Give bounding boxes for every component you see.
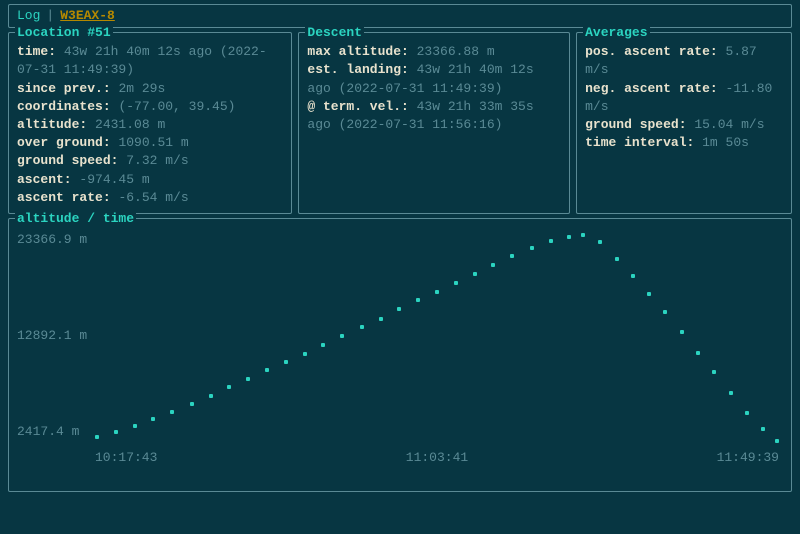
info-row: Location #51 time: 43w 21h 40m 12s ago (… [8,32,792,214]
chart-plot-area [95,233,779,443]
averages-panel: Averages pos. ascent rate: 5.87 m/s neg.… [576,32,792,214]
chart-point [151,417,155,421]
chart-point [416,298,420,302]
chart-point [473,272,477,276]
chart-point [745,411,749,415]
avg-ground-speed: ground speed: 15.04 m/s [585,116,783,134]
avg-time-interval: time interval: 1m 50s [585,134,783,152]
chart-point [246,377,250,381]
chart-point [510,254,514,258]
descent-max-altitude: max altitude: 23366.88 m [307,43,561,61]
chart-point [567,235,571,239]
descent-est-landing: est. landing: 43w 21h 40m 12s ago (2022-… [307,61,561,97]
descent-term-vel: @ term. vel.: 43w 21h 33m 35s ago (2022-… [307,98,561,134]
chart-point [227,385,231,389]
chart-point [775,439,779,443]
chart-xticks: 10:17:43 11:03:41 11:49:39 [95,449,779,467]
chart-point [209,394,213,398]
chart-point [190,402,194,406]
location-panel: Location #51 time: 43w 21h 40m 12s ago (… [8,32,292,214]
chart-point [265,368,269,372]
chart-point [729,391,733,395]
chart-point [170,410,174,414]
chart-point [549,239,553,243]
chart-point [530,246,534,250]
tab-separator: | [46,7,54,25]
location-since-prev: since prev.: 2m 29s [17,80,283,98]
descent-panel: Descent max altitude: 23366.88 m est. la… [298,32,570,214]
chart-point [663,310,667,314]
chart-title: altitude / time [15,210,136,228]
chart-point [397,307,401,311]
chart-point [454,281,458,285]
chart-ytick-2: 2417.4 m [17,423,93,441]
chart-point [712,370,716,374]
chart-point [435,290,439,294]
chart-point [321,343,325,347]
chart-point [95,435,99,439]
tab-bar: Log | W3EAX-8 [8,4,792,28]
chart-point [761,427,765,431]
location-time: time: 43w 21h 40m 12s ago (2022-07-31 11… [17,43,283,79]
location-ascent: ascent: -974.45 m [17,171,283,189]
chart-point [647,292,651,296]
chart-point [303,352,307,356]
chart-point [598,240,602,244]
avg-neg-ascent: neg. ascent rate: -11.80 m/s [585,80,783,116]
chart-xtick-2: 11:49:39 [717,449,779,467]
chart-point [615,257,619,261]
chart-xtick-1: 11:03:41 [406,449,468,467]
chart-point [379,317,383,321]
location-title: Location #51 [15,24,113,42]
location-ascent-rate: ascent rate: -6.54 m/s [17,189,283,207]
chart-point [340,334,344,338]
chart-xtick-0: 10:17:43 [95,449,157,467]
tab-active-callsign[interactable]: W3EAX-8 [60,7,115,25]
chart-point [631,274,635,278]
tab-log[interactable]: Log [17,7,40,25]
avg-pos-ascent: pos. ascent rate: 5.87 m/s [585,43,783,79]
altitude-chart-panel: altitude / time 23366.9 m 12892.1 m 2417… [8,218,792,492]
chart-point [680,330,684,334]
location-altitude: altitude: 2431.08 m [17,116,283,134]
chart-ytick-1: 12892.1 m [17,327,93,345]
location-ground-speed: ground speed: 7.32 m/s [17,152,283,170]
location-over-ground: over ground: 1090.51 m [17,134,283,152]
chart-point [284,360,288,364]
chart-point [360,325,364,329]
location-coordinates: coordinates: (-77.00, 39.45) [17,98,283,116]
chart-point [581,233,585,237]
chart-point [696,351,700,355]
descent-title: Descent [305,24,364,42]
averages-title: Averages [583,24,649,42]
chart-point [491,263,495,267]
chart-ytick-0: 23366.9 m [17,231,93,249]
chart-point [114,430,118,434]
chart-point [133,424,137,428]
